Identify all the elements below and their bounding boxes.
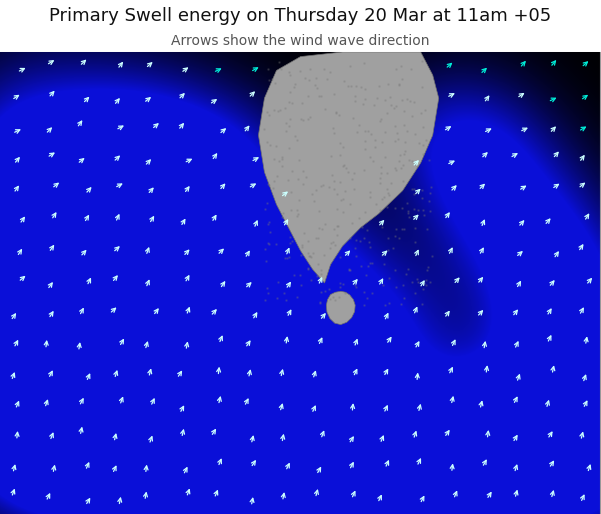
Text: Primary Swell energy on Thursday 20 Mar at 11am +05: Primary Swell energy on Thursday 20 Mar …	[49, 7, 552, 25]
Polygon shape	[258, 52, 439, 283]
Polygon shape	[326, 291, 355, 324]
Text: Arrows show the wind wave direction: Arrows show the wind wave direction	[171, 33, 430, 48]
